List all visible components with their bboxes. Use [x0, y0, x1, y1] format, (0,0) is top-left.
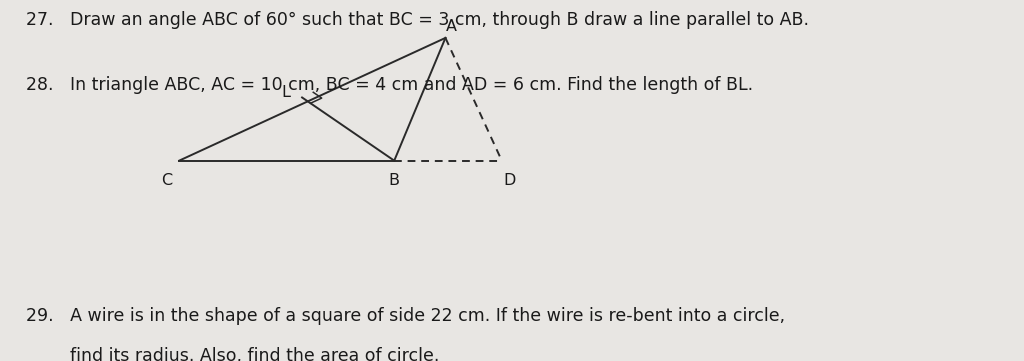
- Text: 27.   Draw an angle ABC of 60° such that BC = 3 cm, through B draw a line parall: 27. Draw an angle ABC of 60° such that B…: [26, 11, 809, 29]
- Text: C: C: [162, 173, 172, 188]
- Text: 28.   In triangle ABC, AC = 10 cm, BC = 4 cm and AD = 6 cm. Find the length of B: 28. In triangle ABC, AC = 10 cm, BC = 4 …: [26, 76, 753, 94]
- Text: 29.   A wire is in the shape of a square of side 22 cm. If the wire is re-bent i: 29. A wire is in the shape of a square o…: [26, 307, 784, 325]
- Text: B: B: [389, 173, 399, 188]
- Text: A: A: [446, 18, 457, 34]
- Text: find its radius. Also, find the area of circle.: find its radius. Also, find the area of …: [26, 347, 439, 361]
- Text: L: L: [281, 84, 290, 100]
- Text: D: D: [504, 173, 516, 188]
